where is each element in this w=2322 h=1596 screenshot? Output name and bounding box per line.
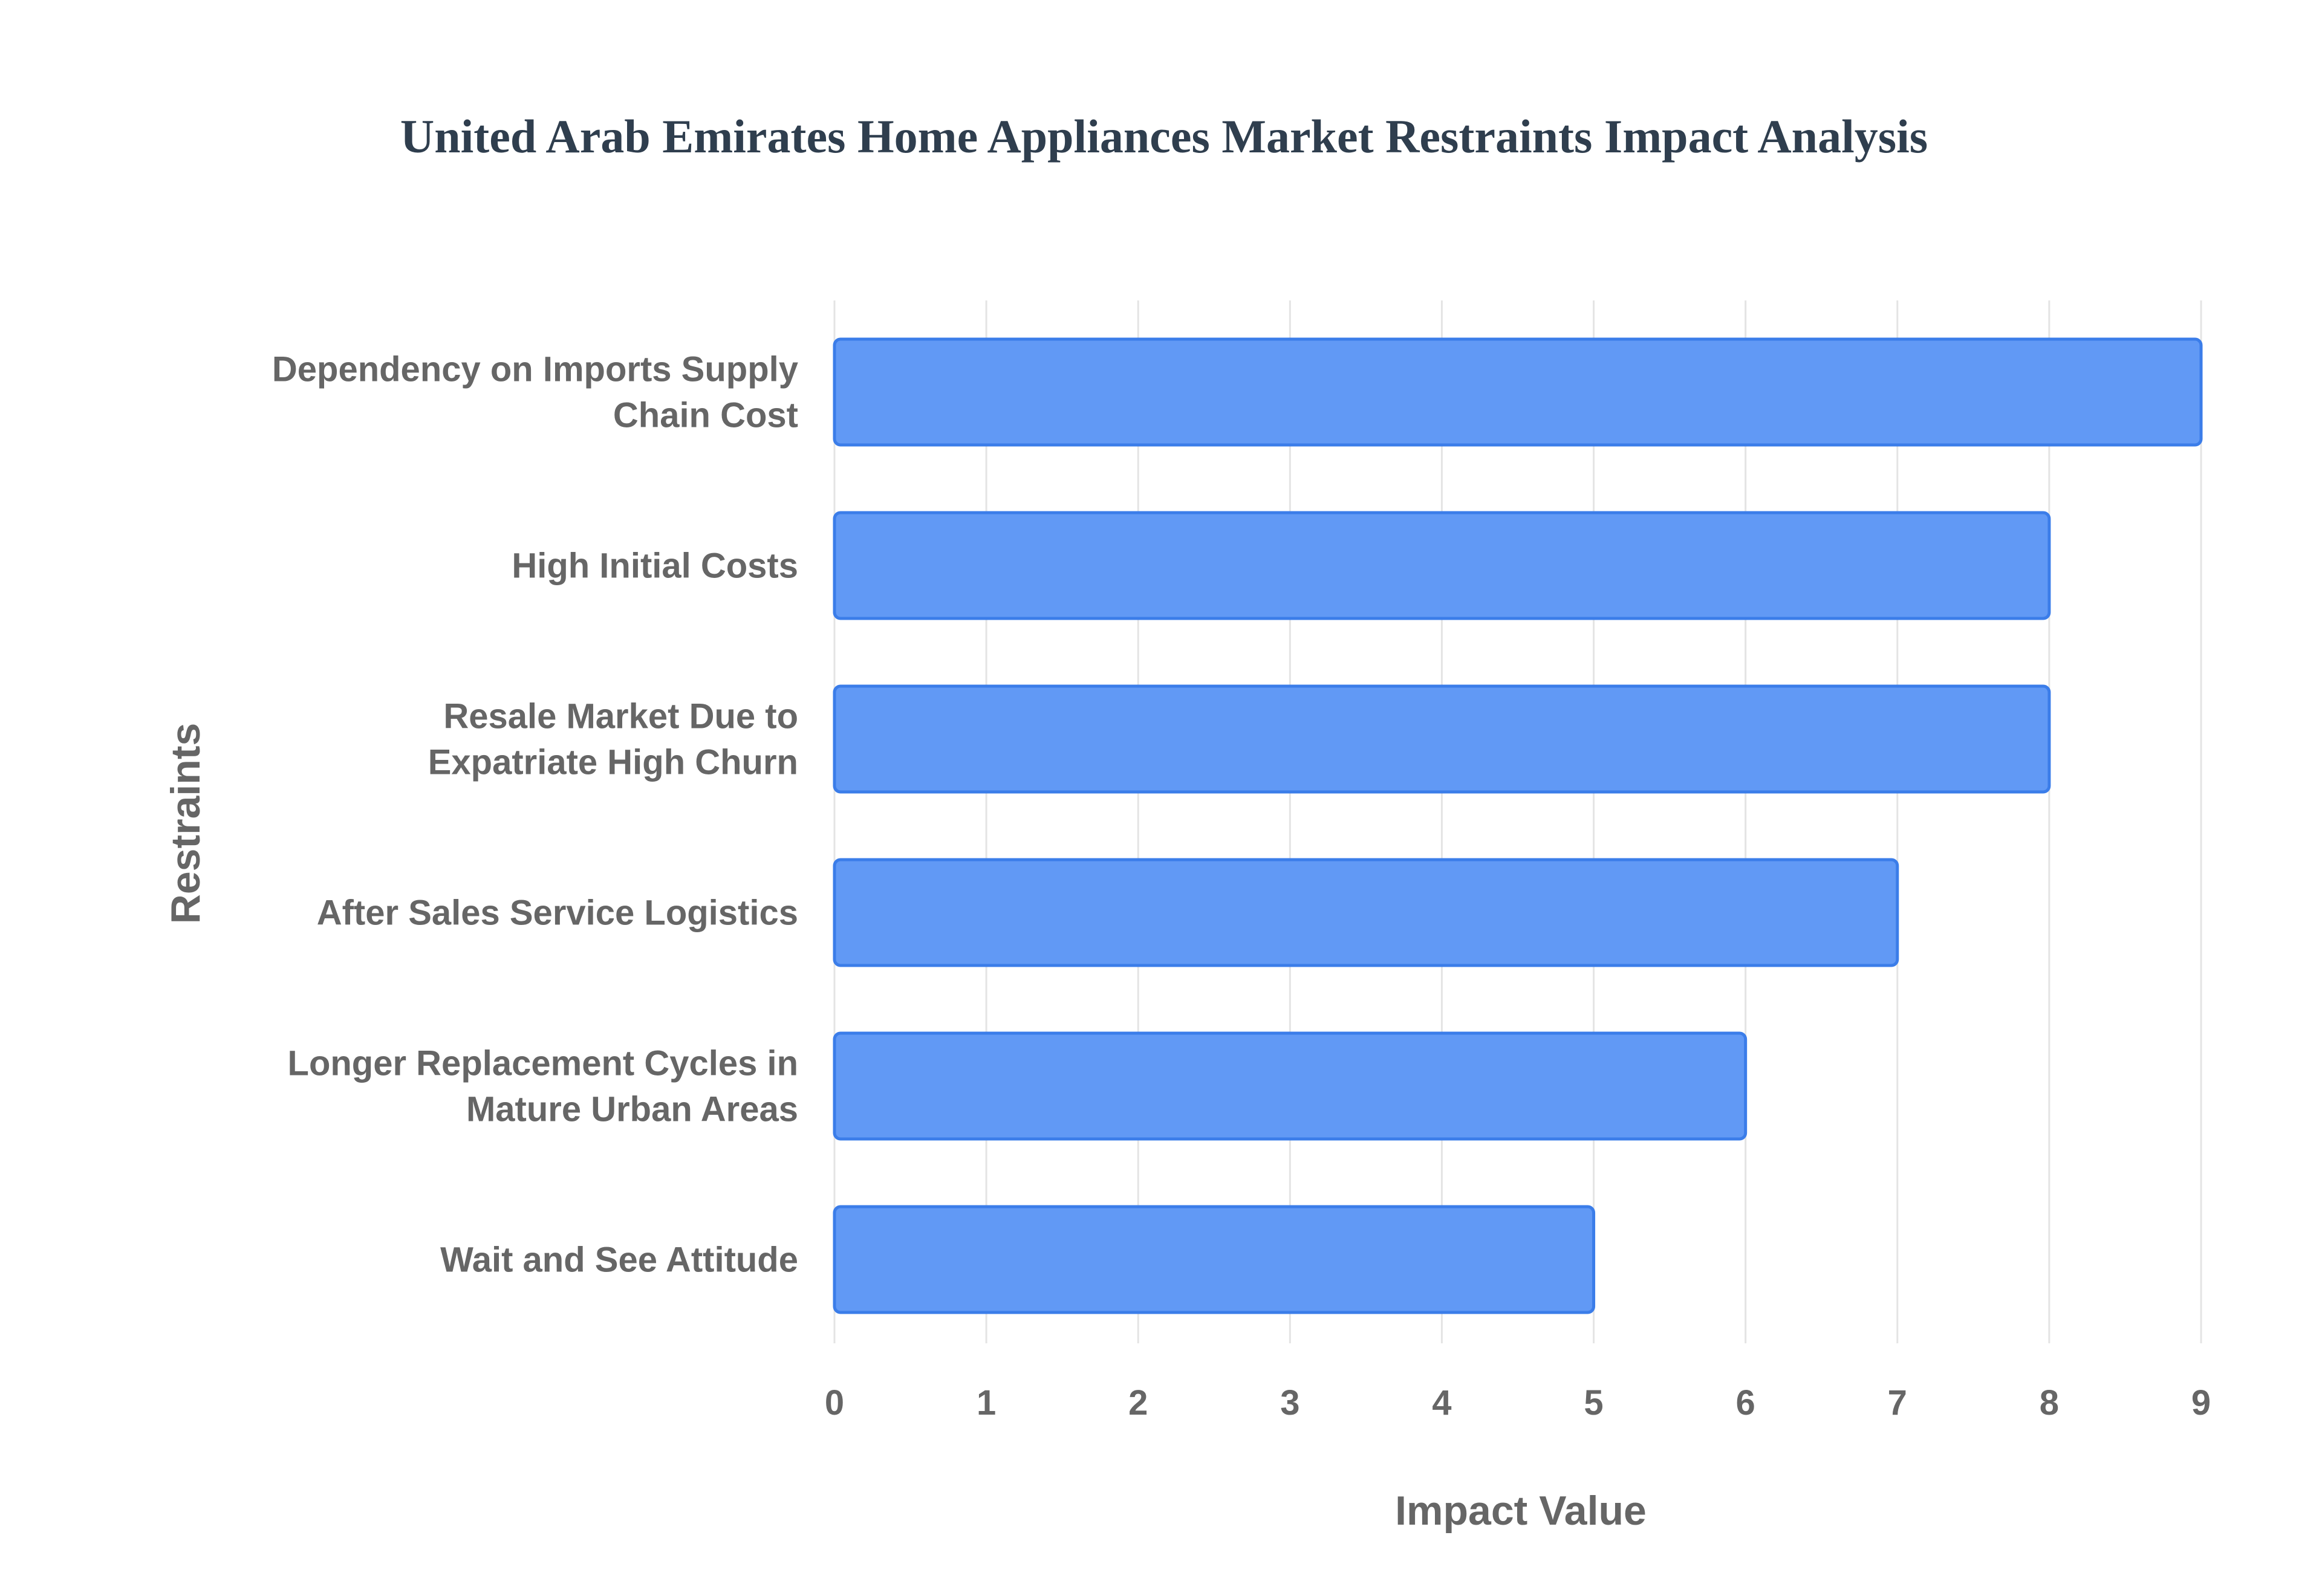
bars (833, 337, 2203, 1314)
category-label: High Initial Costs (512, 547, 798, 586)
y-axis-title: Restraints (163, 723, 209, 924)
bar (833, 337, 2203, 447)
x-tick-label: 7 (1888, 1383, 1907, 1422)
x-tick-label: 9 (2191, 1383, 2211, 1422)
category-label: Wait and See Attitude (440, 1241, 798, 1280)
x-tick-labels: 0 1 2 3 4 5 6 7 8 9 (825, 1383, 2211, 1422)
bar (833, 684, 2051, 794)
bar (833, 511, 2051, 620)
x-tick-label: 6 (1736, 1383, 1755, 1422)
category-labels: Dependency on Imports Supply Chain Cost Hi… (272, 350, 798, 1280)
x-tick-label: 0 (825, 1383, 844, 1422)
gridlines (833, 300, 2202, 1343)
x-axis-title: Impact Value (1395, 1488, 1647, 1534)
bar (833, 1031, 1748, 1141)
x-tick-label: 2 (1128, 1383, 1148, 1422)
category-label: Resale Market Due to Expatriate High Chur… (428, 697, 798, 782)
bar (833, 1205, 1596, 1314)
category-label: Longer Replacement Cycles in Mature Urban… (288, 1044, 798, 1129)
category-label: Dependency on Imports Supply Chain Cost (272, 350, 798, 435)
x-tick-label: 5 (1584, 1383, 1603, 1422)
chart-title: United Arab Emirates Home Appliances Mar… (400, 110, 1928, 163)
x-tick-label: 3 (1280, 1383, 1299, 1422)
category-label: After Sales Service Logistics (317, 894, 798, 933)
x-tick-label: 4 (1432, 1383, 1451, 1422)
bar (833, 858, 1899, 967)
x-tick-label: 8 (2040, 1383, 2059, 1422)
x-tick-label: 1 (977, 1383, 996, 1422)
